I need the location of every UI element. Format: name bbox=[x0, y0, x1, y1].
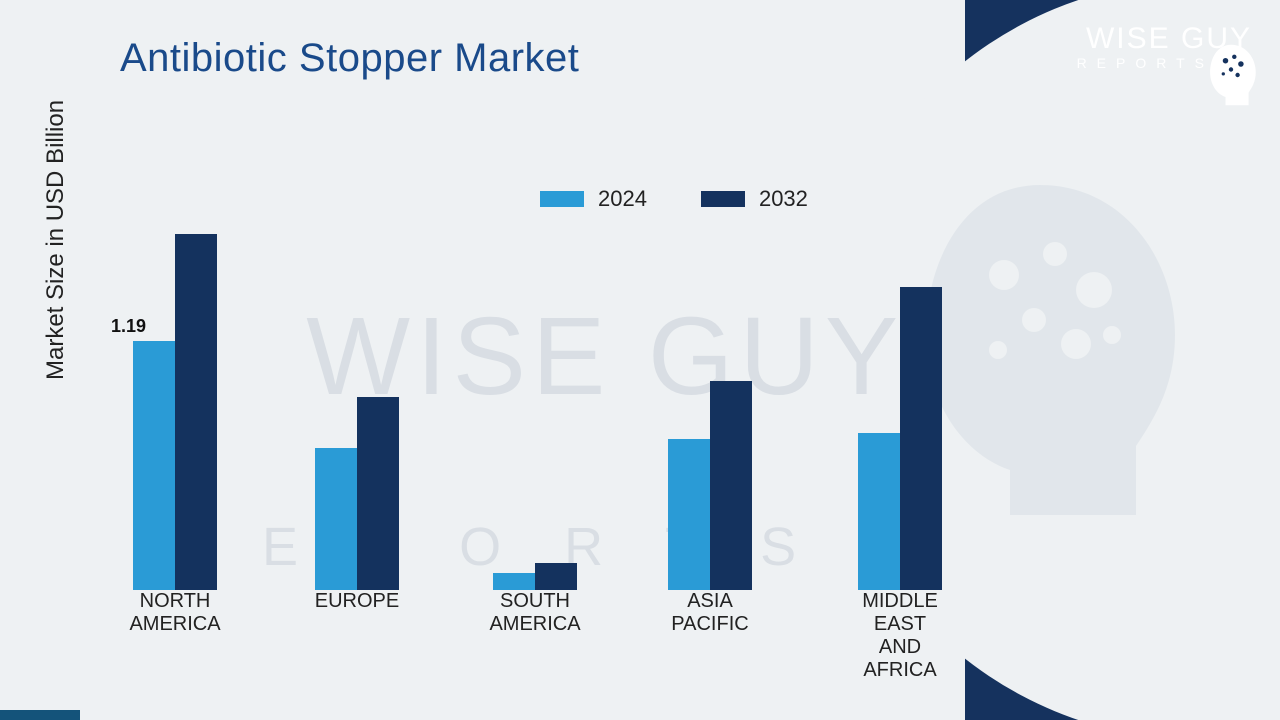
bar-group bbox=[315, 397, 399, 590]
logo-sub-text: REPORTS bbox=[1077, 56, 1214, 70]
x-axis-label: EUROPE bbox=[315, 590, 399, 613]
bar-group bbox=[133, 234, 217, 590]
page-root: WISE GUY R E P O R T S Antibiotic Stoppe… bbox=[0, 0, 1280, 720]
bar bbox=[493, 573, 535, 590]
legend: 2024 2032 bbox=[540, 186, 808, 212]
chart-title: Antibiotic Stopper Market bbox=[120, 36, 579, 81]
bar bbox=[710, 381, 752, 590]
bar bbox=[315, 448, 357, 590]
legend-swatch-2024 bbox=[540, 191, 584, 207]
bar bbox=[900, 287, 942, 590]
legend-item-2024: 2024 bbox=[540, 186, 647, 212]
accent-bar bbox=[0, 710, 80, 720]
legend-item-2032: 2032 bbox=[701, 186, 808, 212]
legend-swatch-2032 bbox=[701, 191, 745, 207]
x-axis-label: NORTH AMERICA bbox=[129, 590, 220, 636]
plot-area: 1.19 bbox=[110, 230, 980, 590]
bar-group bbox=[668, 381, 752, 590]
x-axis-label: ASIA PACIFIC bbox=[671, 590, 748, 636]
x-axis-label: SOUTH AMERICA bbox=[489, 590, 580, 636]
legend-label-2032: 2032 bbox=[759, 186, 808, 212]
brand-logo: WISE GUY REPORTS bbox=[1077, 24, 1252, 70]
bar bbox=[535, 563, 577, 590]
bar bbox=[175, 234, 217, 590]
x-axis-labels: NORTH AMERICA EUROPE SOUTH AMERICA ASIA PAC… bbox=[110, 590, 980, 700]
bar bbox=[858, 433, 900, 590]
bar bbox=[357, 397, 399, 590]
y-axis-label: Market Size in USD Billion bbox=[42, 100, 70, 380]
bar-chart: 1.19 bbox=[110, 210, 980, 590]
x-axis-label: MIDDLE EAST AND AFRICA bbox=[862, 590, 938, 682]
logo-head-icon bbox=[1202, 42, 1260, 108]
bar bbox=[668, 439, 710, 590]
bar bbox=[133, 341, 175, 590]
bar-group bbox=[493, 563, 577, 590]
bar-group bbox=[858, 287, 942, 590]
legend-label-2024: 2024 bbox=[598, 186, 647, 212]
